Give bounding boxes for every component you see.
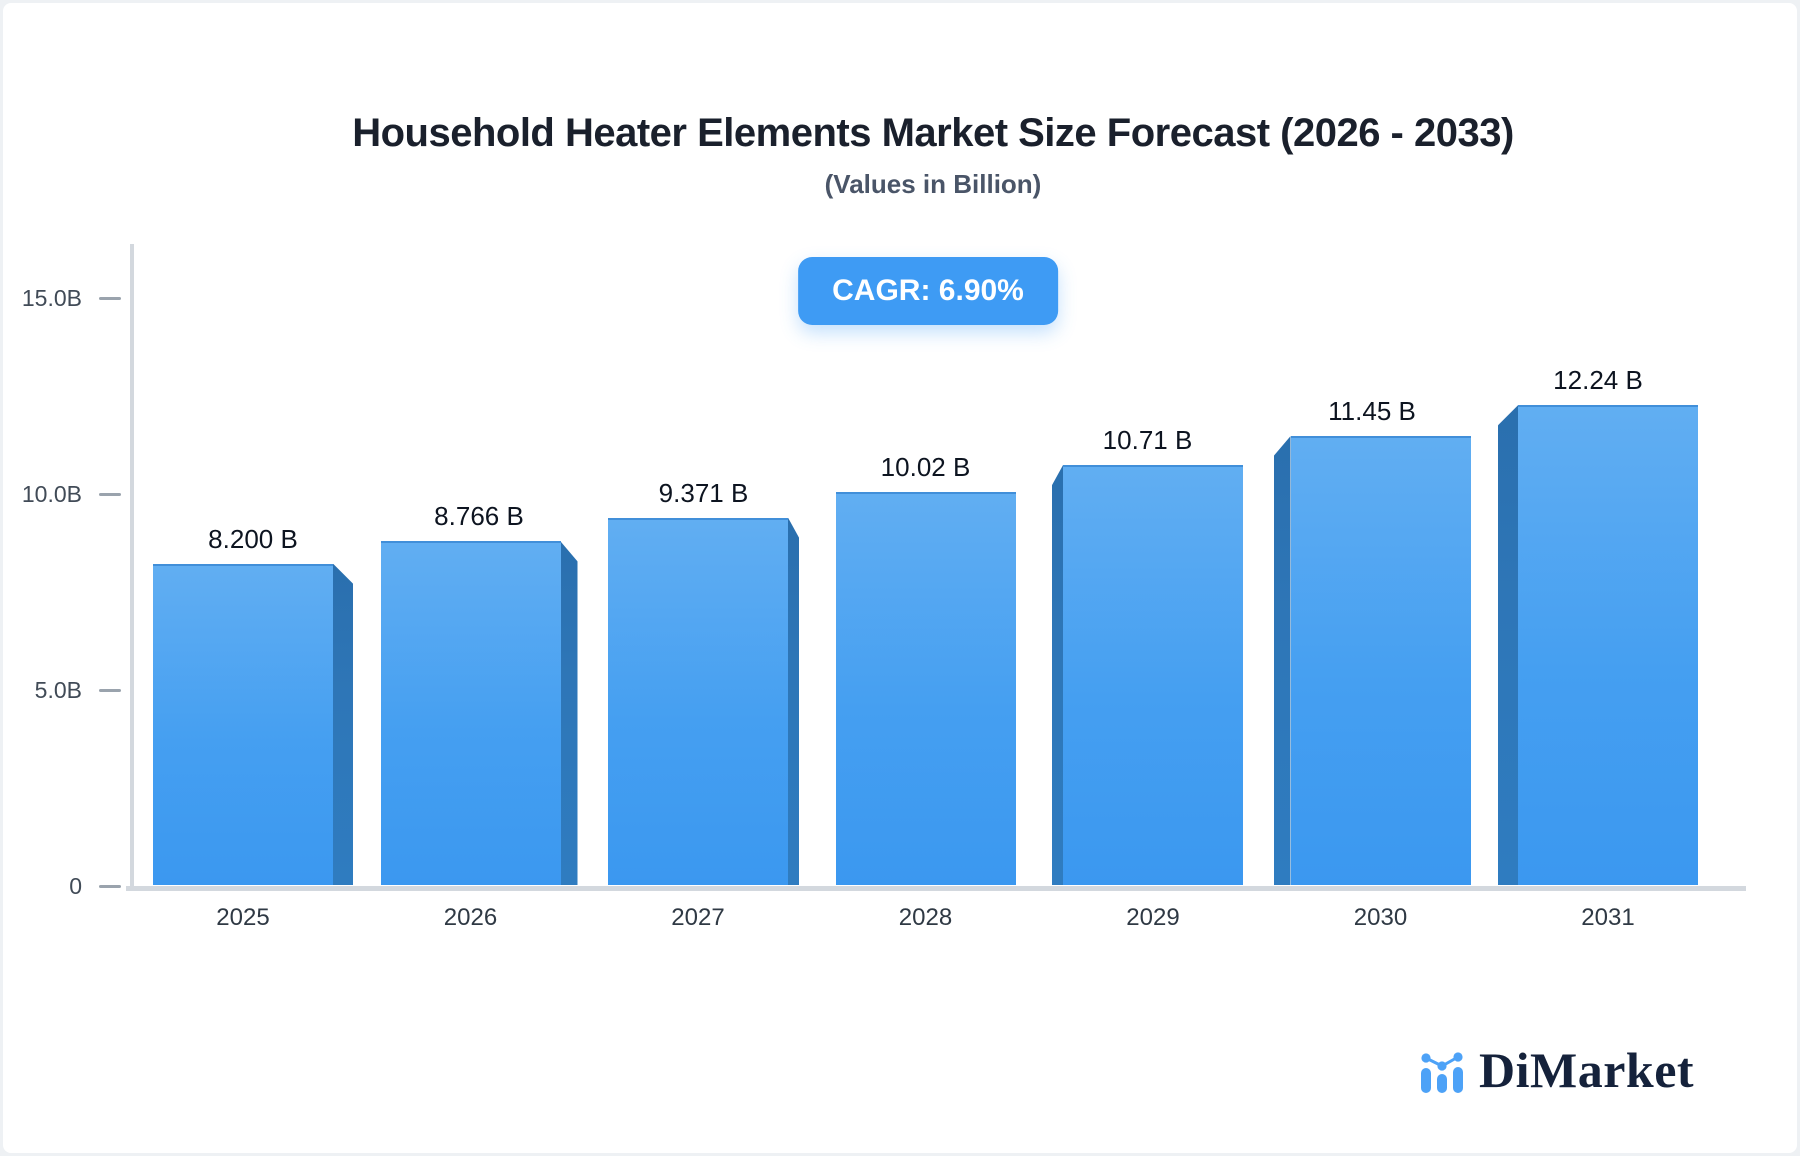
bar-value-label: 12.24 B	[1553, 365, 1643, 396]
x-tick-label: 2027	[671, 904, 725, 931]
bar: 9.371 B	[608, 478, 799, 885]
chart-card: Household Heater Elements Market Size Fo…	[3, 3, 1797, 1153]
x-tick-label: 2031	[1581, 904, 1635, 931]
bar-chart-logo-icon	[1419, 1051, 1465, 1095]
brand-name: DiMarket	[1479, 1042, 1695, 1098]
bar-value-label: 11.45 B	[1328, 396, 1416, 427]
bar-side	[560, 541, 578, 885]
y-tick-label: 10.0B	[21, 480, 82, 507]
bar-face	[1290, 436, 1471, 885]
y-tick-label: 0	[69, 872, 82, 899]
plot-area: 15.0B 10.0B 5.0B 0 8.200 B 8.766 B 9.371 B 10.…	[22, 244, 1746, 931]
x-axis-line	[126, 886, 1746, 891]
bar-face	[1518, 405, 1698, 885]
bar-face	[835, 492, 1016, 885]
cagr-badge: CAGR: 6.90%	[798, 257, 1058, 325]
y-tick-label: 15.0B	[21, 284, 82, 311]
y-tick-dash	[99, 492, 121, 496]
bar: 8.200 B	[153, 524, 353, 885]
x-tick-label: 2025	[216, 904, 270, 931]
bar: 10.02 B	[835, 452, 1016, 885]
bar: 8.766 B	[380, 501, 578, 885]
y-tick-dash	[99, 688, 121, 692]
y-tick: 15.0B	[22, 283, 121, 313]
y-axis-line	[130, 244, 134, 890]
bar-value-label: 8.200 B	[208, 523, 298, 554]
bar: 10.71 B	[1052, 425, 1243, 885]
x-tick-label: 2030	[1353, 904, 1408, 931]
x-tick-label: 2026	[443, 904, 498, 931]
bar-value-label: 8.766 B	[434, 501, 524, 532]
chart-title: Household Heater Elements Market Size Fo…	[352, 111, 1514, 155]
y-tick-dash	[99, 296, 121, 300]
x-tick-label: 2028	[898, 904, 953, 931]
bar-side	[333, 563, 353, 885]
bar: 11.45 B	[1273, 396, 1471, 885]
bar-side	[1273, 436, 1291, 885]
chart-subtitle: (Values in Billion)	[824, 169, 1042, 199]
bar-value-label: 10.71 B	[1102, 425, 1193, 456]
bar-value-label: 9.371 B	[658, 477, 749, 508]
bar-face	[153, 563, 333, 885]
bar-side	[788, 517, 799, 885]
y-tick-label: 5.0B	[34, 676, 82, 703]
y-tick: 0	[69, 871, 121, 901]
bars-layer: 8.200 B 8.766 B 9.371 B 10.02 B 10.71 B 11.45…	[133, 298, 1745, 886]
brand-logo: DiMarket	[1419, 1045, 1694, 1095]
bar-face	[380, 541, 561, 885]
y-tick: 5.0B	[35, 675, 121, 705]
y-tick-dash	[99, 884, 121, 888]
y-tick: 10.0B	[22, 479, 121, 509]
bar-side	[1052, 465, 1063, 885]
bar-value-label: 10.02 B	[880, 452, 971, 483]
bar-face	[1063, 465, 1243, 885]
bar: 12.24 B	[1498, 365, 1698, 885]
bar-face	[608, 517, 788, 885]
bar-side	[1498, 405, 1518, 885]
x-tick-label: 2029	[1126, 904, 1180, 931]
